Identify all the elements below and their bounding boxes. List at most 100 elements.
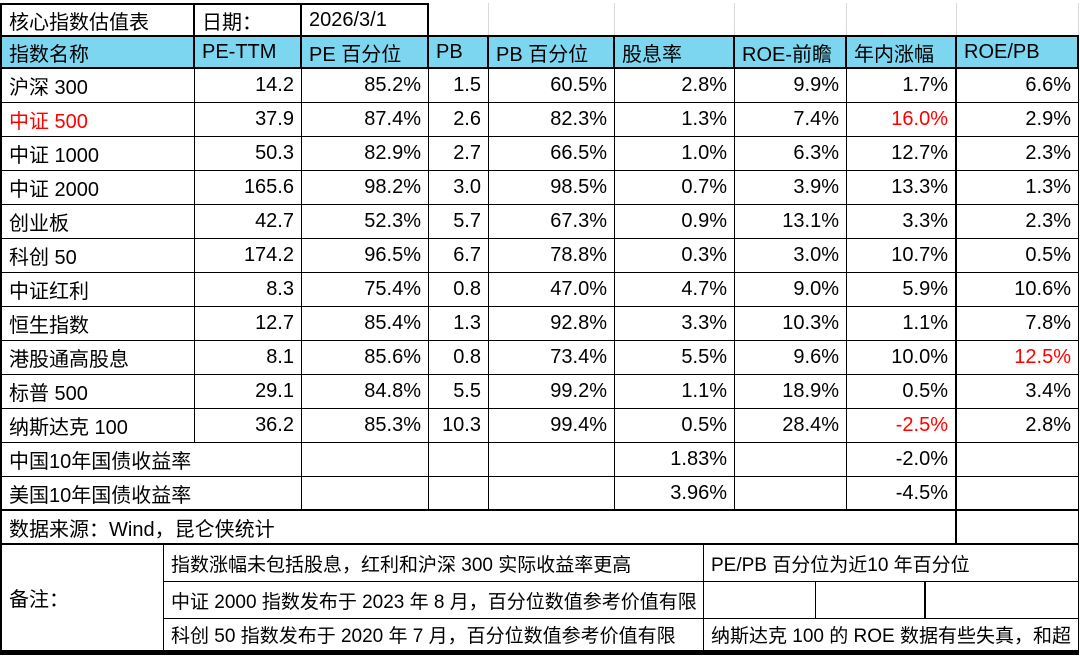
ytd-change-cell[interactable]: 10.0% bbox=[847, 341, 957, 375]
index-name-cell[interactable]: 港股通高股息 bbox=[2, 341, 195, 375]
pe-ttm-cell[interactable]: 165.6 bbox=[195, 171, 302, 205]
pb-percentile-cell[interactable]: 99.2% bbox=[489, 375, 615, 409]
pe-percentile-cell[interactable]: 85.2% bbox=[302, 69, 429, 103]
col-header-pe-percentile[interactable]: PE 百分位 bbox=[302, 35, 429, 69]
roe-pb-cell[interactable]: 2.8% bbox=[957, 409, 1079, 443]
pb-cell[interactable]: 0.8 bbox=[429, 341, 489, 375]
pb-percentile-cell[interactable]: 92.8% bbox=[489, 307, 615, 341]
ytd-change-cell[interactable]: 1.7% bbox=[847, 69, 957, 103]
pb-percentile-cell[interactable]: 47.0% bbox=[489, 273, 615, 307]
pb-cell[interactable]: 0.8 bbox=[429, 273, 489, 307]
note-cell[interactable]: 指数涨幅未包括股息，红利和沪深 300 实际收益率更高 bbox=[164, 545, 704, 582]
pe-ttm-cell[interactable]: 174.2 bbox=[195, 239, 302, 273]
empty-cell[interactable] bbox=[847, 3, 957, 35]
col-header-roe-forward[interactable]: ROE-前瞻 bbox=[735, 35, 847, 69]
pe-percentile-cell[interactable]: 75.4% bbox=[302, 273, 429, 307]
pe-ttm-cell[interactable]: 29.1 bbox=[195, 375, 302, 409]
pe-ttm-cell[interactable]: 42.7 bbox=[195, 205, 302, 239]
empty-cell[interactable] bbox=[489, 3, 615, 35]
date-label-cell[interactable]: 日期： bbox=[195, 3, 302, 35]
pe-percentile-cell[interactable]: 87.4% bbox=[302, 103, 429, 137]
index-name-cell[interactable]: 创业板 bbox=[2, 205, 195, 239]
dividend-yield-cell[interactable]: 4.7% bbox=[615, 273, 735, 307]
empty-cell[interactable] bbox=[615, 3, 735, 35]
index-name-cell[interactable]: 中证红利 bbox=[2, 273, 195, 307]
roe-forward-cell[interactable]: 18.9% bbox=[735, 375, 847, 409]
index-name-cell[interactable]: 中证 1000 bbox=[2, 137, 195, 171]
ytd-change-cell[interactable]: 13.3% bbox=[847, 171, 957, 205]
pb-cell[interactable]: 10.3 bbox=[429, 409, 489, 443]
roe-forward-cell[interactable]: 10.3% bbox=[735, 307, 847, 341]
ytd-change-cell[interactable]: 0.5% bbox=[847, 375, 957, 409]
roe-forward-cell[interactable]: 13.1% bbox=[735, 205, 847, 239]
table-title-cell[interactable]: 核心指数估值表 bbox=[2, 3, 195, 35]
dividend-yield-cell[interactable]: 1.0% bbox=[615, 137, 735, 171]
note-cell[interactable]: 纳斯达克 100 的 ROE 数据有些失真，和超 bbox=[704, 619, 1079, 650]
index-name-cell[interactable]: 恒生指数 bbox=[2, 307, 195, 341]
col-header-roe-pb[interactable]: ROE/PB bbox=[957, 35, 1079, 69]
dividend-yield-cell[interactable]: 0.9% bbox=[615, 205, 735, 239]
pb-percentile-cell[interactable]: 66.5% bbox=[489, 137, 615, 171]
pb-cell[interactable]: 1.3 bbox=[429, 307, 489, 341]
ytd-change-cell[interactable]: 5.9% bbox=[847, 273, 957, 307]
ytd-change-cell[interactable]: 16.0% bbox=[847, 103, 957, 137]
ytd-change-cell[interactable]: 1.1% bbox=[847, 307, 957, 341]
note-cell[interactable]: PE/PB 百分位为近10 年百分位 bbox=[704, 545, 1079, 582]
pe-percentile-cell[interactable]: 52.3% bbox=[302, 205, 429, 239]
index-name-cell[interactable]: 纳斯达克 100 bbox=[2, 409, 195, 443]
empty-cell[interactable] bbox=[735, 443, 847, 477]
index-name-cell[interactable]: 中证 500 bbox=[2, 103, 195, 137]
roe-pb-cell[interactable]: 2.3% bbox=[957, 137, 1079, 171]
pb-percentile-cell[interactable]: 60.5% bbox=[489, 69, 615, 103]
empty-cell[interactable] bbox=[429, 3, 489, 35]
empty-cell[interactable] bbox=[302, 443, 429, 477]
dividend-yield-cell[interactable]: 0.3% bbox=[615, 239, 735, 273]
pe-ttm-cell[interactable]: 36.2 bbox=[195, 409, 302, 443]
roe-forward-cell[interactable]: 28.4% bbox=[735, 409, 847, 443]
pe-ttm-cell[interactable]: 50.3 bbox=[195, 137, 302, 171]
ytd-change-cell[interactable]: 3.3% bbox=[847, 205, 957, 239]
roe-forward-cell[interactable]: 9.0% bbox=[735, 273, 847, 307]
empty-cell[interactable] bbox=[735, 477, 847, 511]
pb-cell[interactable]: 1.5 bbox=[429, 69, 489, 103]
dividend-yield-cell[interactable]: 3.3% bbox=[615, 307, 735, 341]
pe-ttm-cell[interactable]: 12.7 bbox=[195, 307, 302, 341]
dividend-yield-cell[interactable]: 1.1% bbox=[615, 375, 735, 409]
roe-pb-cell[interactable]: 2.3% bbox=[957, 205, 1079, 239]
pb-percentile-cell[interactable]: 73.4% bbox=[489, 341, 615, 375]
empty-cell[interactable] bbox=[302, 477, 429, 511]
date-value-cell[interactable]: 2026/3/1 bbox=[302, 3, 429, 35]
pb-percentile-cell[interactable]: 82.3% bbox=[489, 103, 615, 137]
col-header-pb[interactable]: PB bbox=[429, 35, 489, 69]
dividend-yield-cell[interactable]: 5.5% bbox=[615, 341, 735, 375]
bond-ytd-cell[interactable]: -2.0% bbox=[847, 443, 957, 477]
pe-percentile-cell[interactable]: 98.2% bbox=[302, 171, 429, 205]
pb-cell[interactable]: 6.7 bbox=[429, 239, 489, 273]
index-name-cell[interactable]: 中证 2000 bbox=[2, 171, 195, 205]
empty-cell[interactable] bbox=[957, 511, 1079, 545]
index-name-cell[interactable]: 科创 50 bbox=[2, 239, 195, 273]
empty-cell[interactable] bbox=[489, 477, 615, 511]
pb-cell[interactable]: 2.6 bbox=[429, 103, 489, 137]
roe-pb-cell[interactable]: 12.5% bbox=[957, 341, 1079, 375]
col-header-ytd-change[interactable]: 年内涨幅 bbox=[847, 35, 957, 69]
pe-percentile-cell[interactable]: 85.4% bbox=[302, 307, 429, 341]
pe-percentile-cell[interactable]: 96.5% bbox=[302, 239, 429, 273]
empty-cell[interactable] bbox=[489, 443, 615, 477]
pb-percentile-cell[interactable]: 98.5% bbox=[489, 171, 615, 205]
pe-ttm-cell[interactable]: 8.3 bbox=[195, 273, 302, 307]
note-cell[interactable]: 中证 2000 指数发布于 2023 年 8 月，百分位数值参考价值有限 bbox=[164, 582, 704, 619]
roe-pb-cell[interactable]: 0.5% bbox=[957, 239, 1079, 273]
bond-name-cell[interactable]: 美国10年国债收益率 bbox=[2, 477, 302, 511]
pb-cell[interactable]: 5.7 bbox=[429, 205, 489, 239]
roe-forward-cell[interactable]: 3.0% bbox=[735, 239, 847, 273]
ytd-change-cell[interactable]: -2.5% bbox=[847, 409, 957, 443]
bond-yield-cell[interactable]: 3.96% bbox=[615, 477, 735, 511]
empty-cell[interactable] bbox=[816, 582, 926, 619]
pb-percentile-cell[interactable]: 67.3% bbox=[489, 205, 615, 239]
roe-forward-cell[interactable]: 9.6% bbox=[735, 341, 847, 375]
bond-yield-cell[interactable]: 1.83% bbox=[615, 443, 735, 477]
roe-forward-cell[interactable]: 9.9% bbox=[735, 69, 847, 103]
notes-label-cell[interactable]: 备注： bbox=[2, 545, 164, 650]
pb-cell[interactable]: 2.7 bbox=[429, 137, 489, 171]
